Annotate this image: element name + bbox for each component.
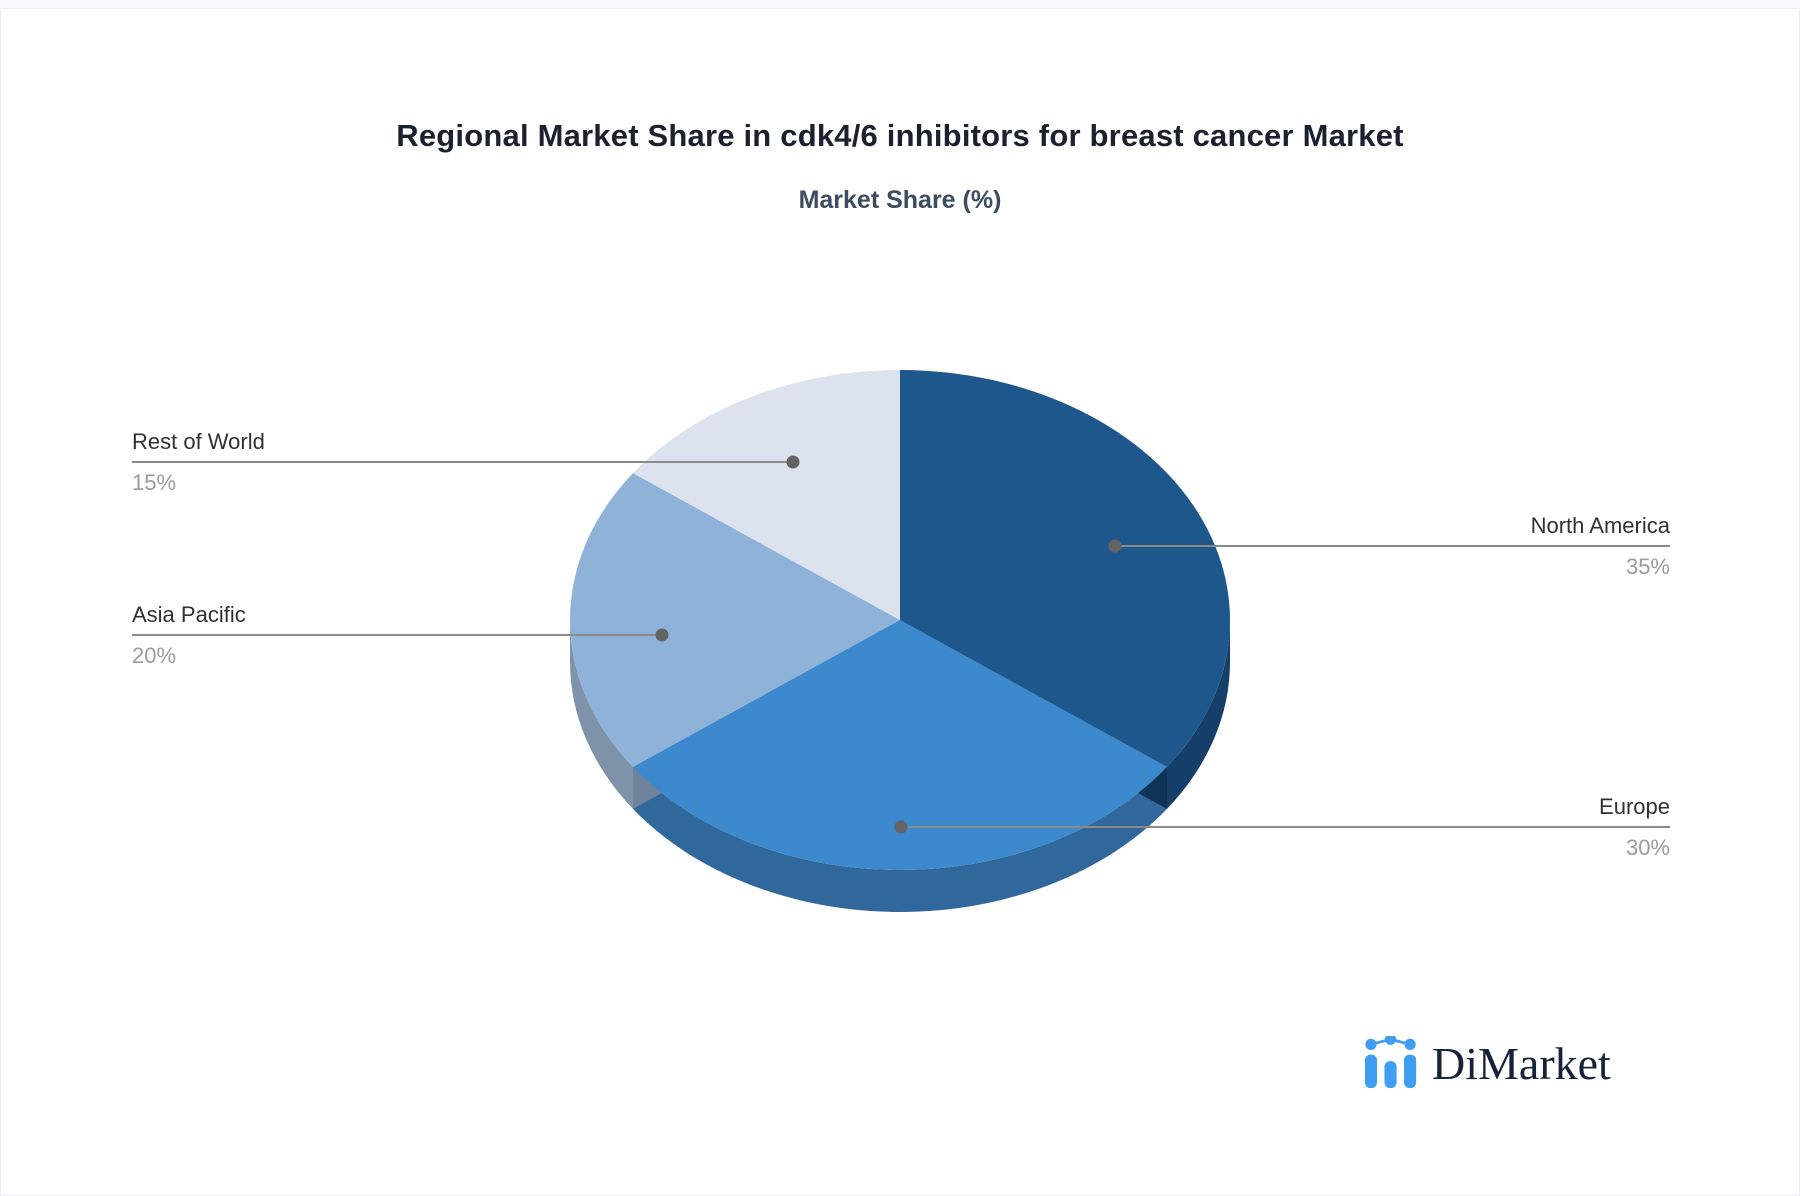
callout-value-north-america: 35% xyxy=(1626,554,1670,580)
chart-subtitle: Market Share (%) xyxy=(798,186,1002,214)
pie-slice-europe[interactable] xyxy=(633,620,1167,870)
pie-slice-asia-pacific[interactable] xyxy=(570,473,900,767)
leader-dot xyxy=(786,455,800,469)
pie-slice-side xyxy=(633,766,1167,912)
top-strip xyxy=(0,0,1800,9)
leader-dot xyxy=(655,628,669,642)
callout-label-rest-of-world: Rest of World xyxy=(132,429,265,455)
leader-dot xyxy=(1108,539,1122,553)
pie-slice-side xyxy=(570,620,633,809)
callout-value-text: 20% xyxy=(132,643,177,668)
dimarket-logo: DiMarket xyxy=(1363,1036,1611,1090)
callout-value-asia-pacific: 20% xyxy=(132,643,176,669)
callout-label-north-america: North America xyxy=(1531,513,1670,539)
callout-value-text: 15% xyxy=(132,470,177,495)
leader-dot xyxy=(894,820,908,834)
callout-label-text: North America xyxy=(1530,513,1670,538)
callout-label-text: Europe xyxy=(1599,794,1670,819)
callout-value-text: 35% xyxy=(1625,554,1670,579)
callout-label-asia-pacific: Asia Pacific xyxy=(132,602,246,628)
callout-label-text: Asia Pacific xyxy=(132,602,246,627)
callout-value-text: 30% xyxy=(1625,835,1670,860)
callout-value-europe: 30% xyxy=(1626,835,1670,861)
logo-text: DiMarket xyxy=(1432,1038,1611,1090)
bar-line-chart-icon xyxy=(1364,1036,1417,1089)
callout-value-rest-of-world: 15% xyxy=(132,470,176,496)
chart-title: Regional Market Share in cdk4/6 inhibito… xyxy=(396,118,1404,153)
pie-slice-side xyxy=(1167,620,1230,809)
pie-slice-north-america[interactable] xyxy=(900,370,1230,767)
callout-label-text: Rest of World xyxy=(132,429,265,454)
callout-label-europe: Europe xyxy=(1599,794,1670,820)
pie-slice-rest-of-world[interactable] xyxy=(633,370,900,620)
